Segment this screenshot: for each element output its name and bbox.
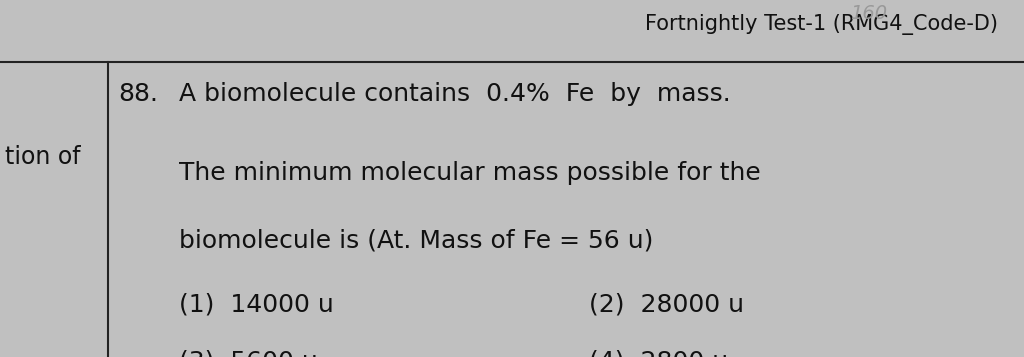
Text: 88.: 88.: [118, 82, 158, 106]
Text: Fortnightly Test-1 (RMG4_Code-D): Fortnightly Test-1 (RMG4_Code-D): [645, 14, 998, 35]
Text: biomolecule is (At. Mass of Fe = 56 u): biomolecule is (At. Mass of Fe = 56 u): [179, 228, 653, 252]
Text: tion of: tion of: [5, 145, 81, 169]
Text: (2)  28000 u: (2) 28000 u: [589, 293, 743, 317]
Text: (4)  2800 u: (4) 2800 u: [589, 350, 728, 357]
Text: 160: 160: [850, 4, 887, 22]
Text: The minimum molecular mass possible for the: The minimum molecular mass possible for …: [179, 161, 761, 185]
Text: (3)  5600 u: (3) 5600 u: [179, 350, 317, 357]
Text: (1)  14000 u: (1) 14000 u: [179, 293, 334, 317]
Text: A biomolecule contains  0.4%  Fe  by  mass.: A biomolecule contains 0.4% Fe by mass.: [179, 82, 731, 106]
